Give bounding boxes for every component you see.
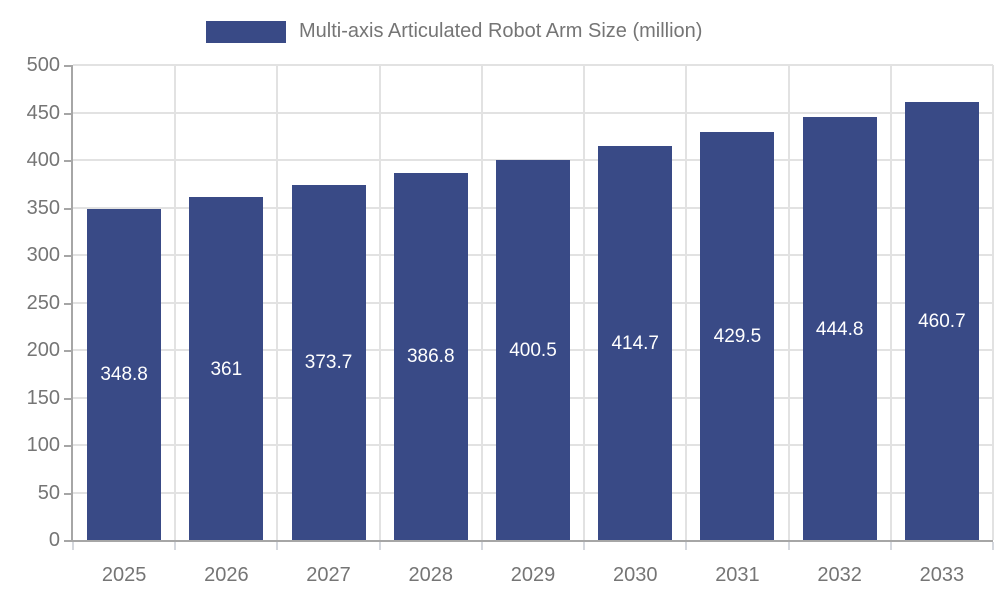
y-tick-mark xyxy=(64,350,71,352)
y-tick-label: 100 xyxy=(26,434,60,456)
bar-value-label: 373.7 xyxy=(304,352,353,374)
legend-label: Multi-axis Articulated Robot Arm Size (m… xyxy=(299,20,703,42)
y-axis-line xyxy=(71,65,73,540)
gridline-vertical xyxy=(685,65,688,540)
x-axis-line xyxy=(71,540,993,542)
bar[interactable] xyxy=(87,208,162,540)
y-tick-mark xyxy=(64,445,71,447)
x-tick-label: 2025 xyxy=(101,564,147,586)
x-tick-mark xyxy=(378,542,381,550)
y-tick-mark xyxy=(64,112,71,115)
gridline-horizontal xyxy=(73,64,993,66)
x-tick-mark xyxy=(685,542,688,550)
bar[interactable] xyxy=(189,197,264,540)
y-tick-label: 200 xyxy=(26,339,60,361)
y-tick-mark xyxy=(64,255,71,257)
legend[interactable]: Multi-axis Articulated Robot Arm Size (m… xyxy=(206,20,702,43)
x-tick-label: 2033 xyxy=(919,564,965,586)
gridline-horizontal xyxy=(73,111,993,114)
x-tick-mark xyxy=(174,542,177,550)
x-tick-label: 2031 xyxy=(715,564,760,586)
y-tick-mark xyxy=(64,540,71,542)
gridline-vertical xyxy=(276,65,279,540)
bar[interactable] xyxy=(904,102,979,540)
gridline-vertical xyxy=(174,65,177,540)
bar-value-label: 386.8 xyxy=(406,346,455,368)
gridline-vertical xyxy=(889,65,892,540)
bar-value-label: 444.8 xyxy=(815,318,864,340)
x-tick-label: 2028 xyxy=(408,564,454,586)
gridline-vertical xyxy=(378,65,381,540)
y-tick-label: 400 xyxy=(26,149,60,171)
x-tick-mark xyxy=(276,542,279,550)
x-tick-label: 2032 xyxy=(817,564,862,586)
y-tick-mark xyxy=(64,397,71,400)
x-tick-mark xyxy=(787,542,790,550)
y-tick-mark xyxy=(64,160,71,162)
y-tick-mark xyxy=(64,207,71,210)
bar-value-label: 348.8 xyxy=(100,364,148,386)
y-tick-mark xyxy=(64,492,71,495)
bar[interactable] xyxy=(598,146,673,540)
y-tick-label: 150 xyxy=(26,386,60,409)
y-tick-label: 500 xyxy=(26,54,60,76)
y-tick-label: 300 xyxy=(26,244,60,266)
x-tick-mark xyxy=(480,542,483,550)
bar-value-label: 361 xyxy=(210,358,243,380)
bar[interactable] xyxy=(291,184,366,540)
y-tick-label: 350 xyxy=(26,196,60,219)
bar-value-label: 429.5 xyxy=(713,325,762,347)
x-tick-label: 2026 xyxy=(204,564,249,586)
gridline-vertical xyxy=(480,65,483,540)
gridline-vertical xyxy=(787,65,790,540)
y-tick-mark xyxy=(64,65,71,67)
x-tick-label: 2030 xyxy=(612,564,658,586)
x-tick-mark xyxy=(992,542,994,550)
bar[interactable] xyxy=(700,131,775,540)
x-tick-mark xyxy=(889,542,892,550)
x-tick-mark xyxy=(583,542,586,550)
gridline-vertical xyxy=(583,65,586,540)
x-tick-mark xyxy=(72,542,74,550)
y-tick-label: 50 xyxy=(37,481,60,504)
bar-value-label: 400.5 xyxy=(509,339,557,361)
bar-value-label: 414.7 xyxy=(611,333,659,355)
plot-right-border xyxy=(992,65,994,540)
y-tick-label: 450 xyxy=(26,101,60,124)
x-tick-label: 2029 xyxy=(510,564,556,586)
bar-value-label: 460.7 xyxy=(918,311,966,333)
bar[interactable] xyxy=(802,117,877,540)
bar[interactable] xyxy=(393,172,468,540)
y-tick-mark xyxy=(64,302,71,305)
bar[interactable] xyxy=(496,159,570,540)
y-tick-label: 0 xyxy=(48,529,60,551)
y-tick-label: 250 xyxy=(26,291,60,314)
x-tick-label: 2027 xyxy=(306,564,351,586)
legend-swatch xyxy=(206,20,286,43)
